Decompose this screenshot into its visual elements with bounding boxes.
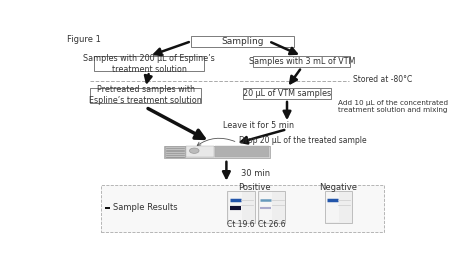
Text: Samples with 3 mL of VTM: Samples with 3 mL of VTM — [248, 57, 355, 66]
FancyBboxPatch shape — [243, 88, 331, 99]
Bar — [327, 192, 339, 222]
Bar — [260, 192, 272, 222]
Text: Add 10 μL of the concentrated
treatment solution and mixing: Add 10 μL of the concentrated treatment … — [338, 100, 448, 113]
Text: Positive: Positive — [237, 183, 270, 192]
Bar — [105, 207, 110, 210]
Bar — [186, 146, 213, 157]
Text: 30 min: 30 min — [241, 169, 270, 178]
FancyBboxPatch shape — [325, 191, 352, 223]
Text: Sample Results: Sample Results — [112, 203, 177, 212]
FancyBboxPatch shape — [253, 56, 350, 67]
Circle shape — [190, 148, 199, 153]
Text: Figure 1: Figure 1 — [66, 35, 100, 44]
Text: Pretreated samples with
Espline’s treatment solution: Pretreated samples with Espline’s treatm… — [89, 85, 202, 105]
Text: Stored at -80°C: Stored at -80°C — [353, 74, 412, 84]
Text: Negative: Negative — [319, 183, 357, 192]
FancyBboxPatch shape — [191, 35, 294, 47]
FancyBboxPatch shape — [94, 56, 204, 71]
Text: Ct 19.6: Ct 19.6 — [227, 220, 255, 229]
Text: Sampling: Sampling — [222, 37, 264, 46]
FancyBboxPatch shape — [101, 185, 384, 232]
Bar — [215, 146, 269, 157]
Text: Leave it for 5 min: Leave it for 5 min — [223, 120, 294, 130]
Bar — [229, 192, 242, 222]
FancyBboxPatch shape — [258, 191, 285, 223]
Text: 20 μL of VTM samples: 20 μL of VTM samples — [243, 89, 331, 98]
FancyBboxPatch shape — [228, 191, 255, 223]
FancyBboxPatch shape — [91, 88, 201, 103]
Bar — [165, 146, 185, 157]
FancyBboxPatch shape — [164, 146, 271, 158]
Text: Drop 20 μL of the treated sample: Drop 20 μL of the treated sample — [239, 136, 367, 145]
Text: Samples with 200 μL of Espline’s
treatment solution: Samples with 200 μL of Espline’s treatme… — [83, 54, 215, 74]
Text: Ct 26.6: Ct 26.6 — [258, 220, 285, 229]
